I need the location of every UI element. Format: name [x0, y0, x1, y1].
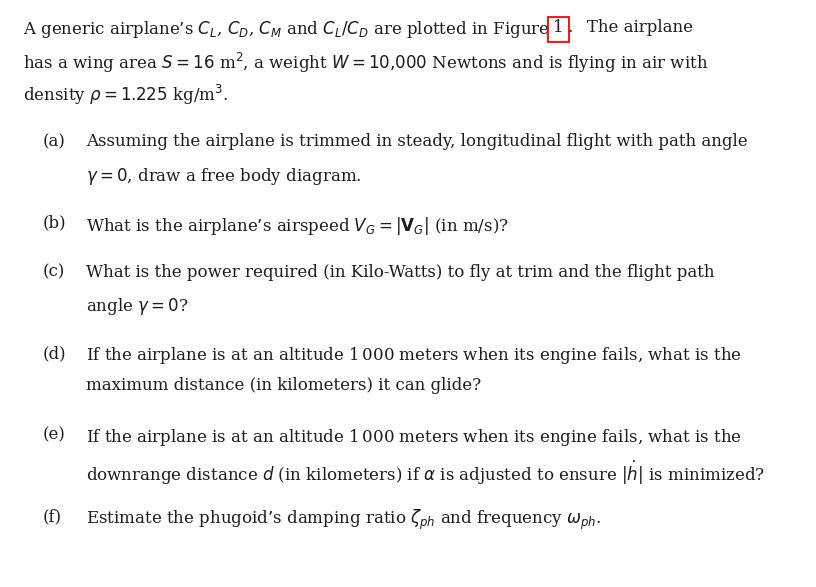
Text: (d): (d) — [42, 345, 66, 362]
Text: (b): (b) — [42, 215, 66, 232]
Text: Estimate the phugoid’s damping ratio $\zeta_{ph}$ and frequency $\omega_{ph}$.: Estimate the phugoid’s damping ratio $\z… — [86, 508, 601, 532]
Text: maximum distance (in kilometers) it can glide?: maximum distance (in kilometers) it can … — [86, 377, 481, 394]
Text: (a): (a) — [42, 133, 65, 150]
Text: Assuming the airplane is trimmed in steady, longitudinal flight with path angle: Assuming the airplane is trimmed in stea… — [86, 133, 747, 150]
Text: A generic airplane’s $C_L$, $C_D$, $C_M$ and $C_L/C_D$ are plotted in Figure: A generic airplane’s $C_L$, $C_D$, $C_M$… — [23, 19, 551, 40]
Text: If the airplane is at an altitude 1$\,$000 meters when its engine fails, what is: If the airplane is at an altitude 1$\,$0… — [86, 427, 742, 447]
Text: downrange distance $d$ (in kilometers) if $\alpha$ is adjusted to ensure $|\dot{: downrange distance $d$ (in kilometers) i… — [86, 459, 765, 487]
Text: (c): (c) — [42, 264, 64, 281]
Text: $\gamma = 0$, draw a free body diagram.: $\gamma = 0$, draw a free body diagram. — [86, 166, 361, 187]
Text: density $\rho = 1.225$ kg/m$^3$.: density $\rho = 1.225$ kg/m$^3$. — [23, 83, 228, 107]
Text: has a wing area $S = 16$ m$^2$, a weight $W = 10{,}000$ Newtons and is flying in: has a wing area $S = 16$ m$^2$, a weight… — [23, 51, 708, 75]
Text: 1: 1 — [553, 19, 564, 36]
Text: (e): (e) — [42, 427, 65, 444]
Text: .  The airplane: . The airplane — [568, 19, 693, 36]
Text: What is the airplane’s airspeed $V_G = |\mathbf{V}_G|$ (in m/s)?: What is the airplane’s airspeed $V_G = |… — [86, 215, 508, 237]
Text: What is the power required (in Kilo-Watts) to fly at trim and the flight path: What is the power required (in Kilo-Watt… — [86, 264, 714, 281]
Text: If the airplane is at an altitude 1$\,$000 meters when its engine fails, what is: If the airplane is at an altitude 1$\,$0… — [86, 345, 742, 366]
FancyBboxPatch shape — [548, 17, 569, 42]
Text: (f): (f) — [42, 508, 61, 525]
Text: angle $\gamma = 0$?: angle $\gamma = 0$? — [86, 296, 188, 317]
